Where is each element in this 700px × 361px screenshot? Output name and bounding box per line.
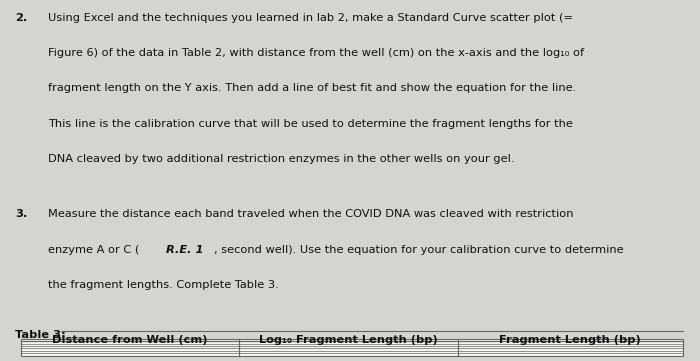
Text: Fragment Length (bp): Fragment Length (bp)	[499, 335, 641, 345]
Text: 2.: 2.	[15, 13, 28, 23]
Text: enzyme A or C (: enzyme A or C (	[48, 245, 139, 255]
Text: Figure 6) of the data in Table 2, with distance from the well (cm) on the x-axis: Figure 6) of the data in Table 2, with d…	[48, 48, 584, 58]
Text: DNA cleaved by two additional restriction enzymes in the other wells on your gel: DNA cleaved by two additional restrictio…	[48, 154, 514, 164]
Text: Table 3:: Table 3:	[15, 330, 66, 340]
Text: Measure the distance each band traveled when the COVID DNA was cleaved with rest: Measure the distance each band traveled …	[48, 209, 573, 219]
Bar	[21, 339, 682, 356]
Text: the fragment lengths. Complete Table 3.: the fragment lengths. Complete Table 3.	[48, 280, 279, 290]
Text: R.E. 1: R.E. 1	[165, 245, 203, 255]
Text: fragment length on the Y axis. Then add a line of best fit and show the equation: fragment length on the Y axis. Then add …	[48, 83, 576, 93]
Text: Distance from Well (cm): Distance from Well (cm)	[52, 335, 208, 345]
Text: Using Excel and the techniques you learned in lab 2, make a Standard Curve scatt: Using Excel and the techniques you learn…	[48, 13, 573, 23]
Text: Log₁₀ Fragment Length (bp): Log₁₀ Fragment Length (bp)	[259, 335, 438, 345]
Text: This line is the calibration curve that will be used to determine the fragment l: This line is the calibration curve that …	[48, 119, 573, 129]
Text: 3.: 3.	[15, 209, 28, 219]
Text: , second well). Use the equation for your calibration curve to determine: , second well). Use the equation for you…	[214, 245, 624, 255]
